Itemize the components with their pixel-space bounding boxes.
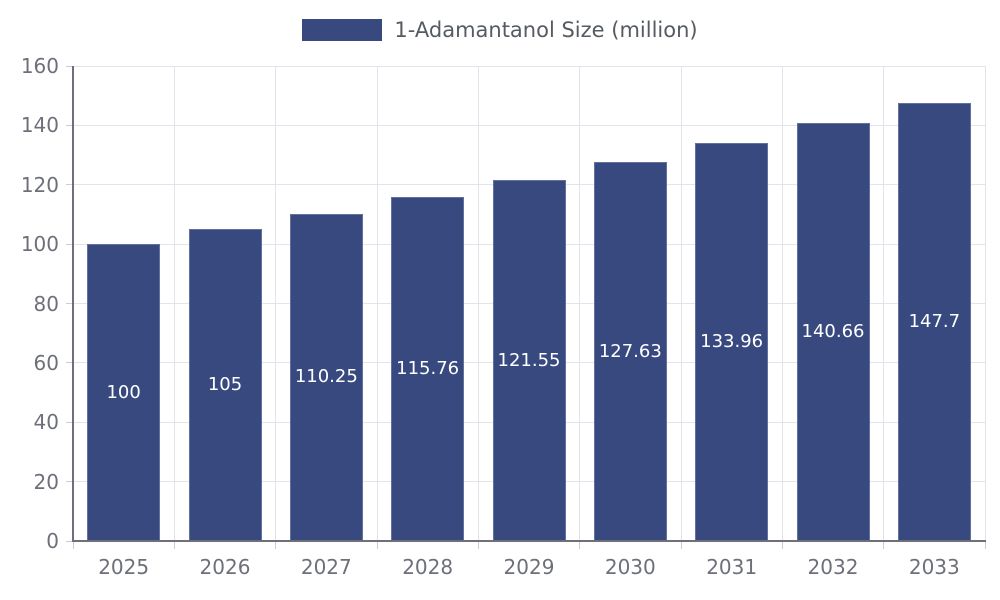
x-axis-tick [376, 542, 378, 549]
bar [289, 213, 363, 541]
x-axis-tick [883, 542, 885, 549]
bar [492, 180, 566, 541]
y-tick-label: 40 [33, 410, 59, 435]
y-axis-tick [66, 124, 73, 126]
y-tick-label: 20 [33, 469, 59, 494]
x-axis-tick [680, 542, 682, 549]
y-tick-label: 0 [46, 529, 59, 553]
x-axis-tick [477, 542, 479, 549]
x-tick-label: 2032 [807, 555, 859, 579]
x-tick-label: 2033 [908, 555, 960, 579]
v-gridline [477, 66, 479, 541]
y-axis-line [72, 66, 74, 542]
bar [87, 244, 161, 541]
y-tick-label: 160 [20, 54, 59, 78]
x-axis-line [72, 540, 986, 542]
x-tick-label: 2027 [300, 555, 352, 579]
x-axis-tick [984, 542, 986, 549]
y-tick-label: 100 [20, 232, 59, 257]
x-axis-tick [781, 542, 783, 549]
legend-swatch-icon [302, 19, 383, 41]
y-axis-tick [66, 362, 73, 364]
y-tick-label: 120 [20, 172, 59, 197]
x-axis-tick [579, 542, 581, 549]
x-tick-label: 2029 [503, 555, 555, 579]
v-gridline [680, 66, 682, 541]
x-axis-tick [72, 542, 74, 549]
y-axis-tick [66, 540, 73, 542]
v-gridline [883, 66, 885, 541]
bar [695, 143, 769, 541]
x-tick-label: 2028 [402, 555, 454, 579]
x-axis-tick [275, 542, 277, 549]
v-gridline [781, 66, 783, 541]
x-tick-label: 2031 [706, 555, 758, 579]
y-tick-label: 60 [33, 350, 59, 375]
y-tick-label: 140 [20, 113, 59, 138]
x-tick-label: 2026 [199, 555, 251, 579]
v-gridline [376, 66, 378, 541]
x-tick-label: 2025 [98, 555, 150, 579]
legend[interactable]: 1-Adamantanol Size (million) [0, 18, 1000, 42]
bar [897, 102, 971, 541]
legend-label: 1-Adamantanol Size (million) [394, 18, 698, 42]
v-gridline [275, 66, 277, 541]
y-axis-tick [66, 421, 73, 423]
h-gridline [73, 124, 985, 126]
v-gridline [984, 66, 986, 541]
bar [391, 197, 465, 541]
x-tick-label: 2030 [604, 555, 656, 579]
v-gridline [579, 66, 581, 541]
y-tick-label: 80 [33, 291, 59, 316]
y-axis-tick [66, 243, 73, 245]
y-axis-tick [66, 481, 73, 483]
x-axis-tick [173, 542, 175, 549]
bar [593, 162, 667, 541]
h-gridline [73, 65, 985, 67]
bar [796, 123, 870, 541]
y-axis-tick [66, 65, 73, 67]
y-axis-tick [66, 303, 73, 304]
bar [188, 229, 262, 541]
v-gridline [173, 66, 175, 541]
y-axis-tick [66, 184, 73, 186]
